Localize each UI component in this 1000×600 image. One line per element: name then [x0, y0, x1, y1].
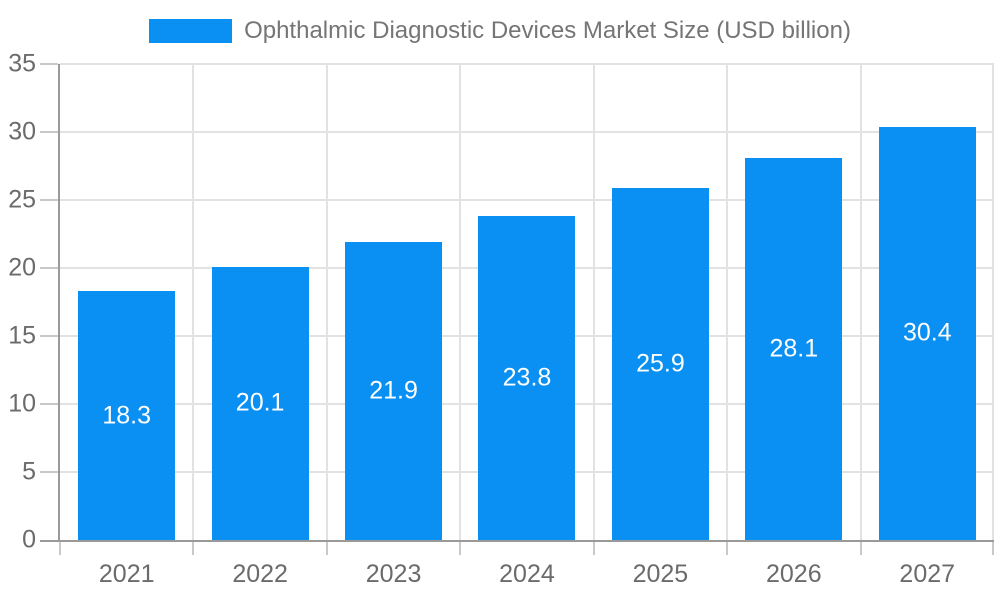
y-tick	[40, 199, 58, 201]
x-tick-label: 2021	[98, 560, 155, 588]
bar-value-label: 18.3	[102, 401, 152, 430]
h-gridline	[60, 131, 994, 133]
y-tick	[40, 267, 58, 269]
x-tick-label: 2026	[766, 560, 822, 588]
x-axis-labels: 2021 2022 2023 2024 2025 2026 2027	[60, 560, 994, 589]
y-tick	[40, 63, 58, 65]
y-tick-label: 15	[8, 321, 36, 350]
y-tick-label: 30	[8, 117, 36, 146]
v-gridline	[459, 64, 462, 540]
x-tick-label: 2023	[365, 560, 422, 588]
bar-value-label: 28.1	[769, 334, 819, 363]
y-tick	[40, 335, 58, 337]
y-tick-label: 20	[8, 253, 36, 282]
bar-value-label: 21.9	[369, 376, 418, 405]
y-tick	[40, 403, 58, 405]
v-gridline	[992, 64, 994, 540]
y-tick	[40, 471, 58, 473]
y-tick-label: 0	[22, 525, 36, 554]
y-axis-line	[58, 64, 60, 542]
bar[interactable]: 21.9	[345, 242, 443, 540]
bar[interactable]: 30.4	[878, 126, 976, 540]
bar[interactable]: 23.8	[478, 216, 576, 540]
bar-value-label: 25.9	[636, 349, 685, 378]
x-tick	[325, 542, 328, 555]
y-tick-label: 10	[8, 389, 36, 418]
plot-area: 18.3 20.1 21.9 23.8 25.9 28.1 30.4	[40, 63, 994, 555]
bar-value-label: 20.1	[235, 388, 285, 417]
y-tick-label: 35	[8, 49, 36, 78]
v-gridline	[192, 64, 195, 540]
y-tick-label: 5	[22, 457, 36, 486]
x-axis-line	[40, 540, 994, 542]
x-tick	[992, 542, 994, 555]
h-gridline	[60, 199, 994, 201]
y-tick-label: 25	[8, 185, 36, 214]
x-tick	[592, 542, 595, 555]
bar[interactable]: 25.9	[611, 187, 709, 540]
x-tick-label: 2024	[499, 560, 555, 588]
x-tick	[192, 542, 195, 555]
bar-value-label: 30.4	[902, 318, 952, 347]
v-gridline	[325, 64, 328, 540]
bar[interactable]: 20.1	[211, 266, 309, 540]
bar[interactable]: 18.3	[78, 291, 176, 540]
x-tick	[459, 542, 462, 555]
x-tick	[859, 542, 862, 555]
y-axis-labels: 0 5 10 15 20 25 30 35	[0, 50, 36, 554]
v-gridline	[726, 64, 729, 540]
x-tick-label: 2027	[899, 560, 956, 588]
legend[interactable]: Ophthalmic Diagnostic Devices Market Siz…	[0, 17, 1000, 45]
v-gridline	[592, 64, 595, 540]
x-tick	[59, 542, 61, 555]
legend-label: Ophthalmic Diagnostic Devices Market Siz…	[244, 17, 851, 44]
bar[interactable]: 28.1	[745, 157, 843, 540]
h-gridline	[60, 63, 994, 65]
x-tick-label: 2025	[632, 560, 689, 588]
x-tick	[726, 542, 729, 555]
x-tick-label: 2022	[232, 560, 288, 588]
y-tick	[40, 131, 58, 133]
v-gridline	[859, 64, 862, 540]
bar-value-label: 23.8	[502, 363, 552, 392]
legend-swatch	[149, 19, 233, 43]
